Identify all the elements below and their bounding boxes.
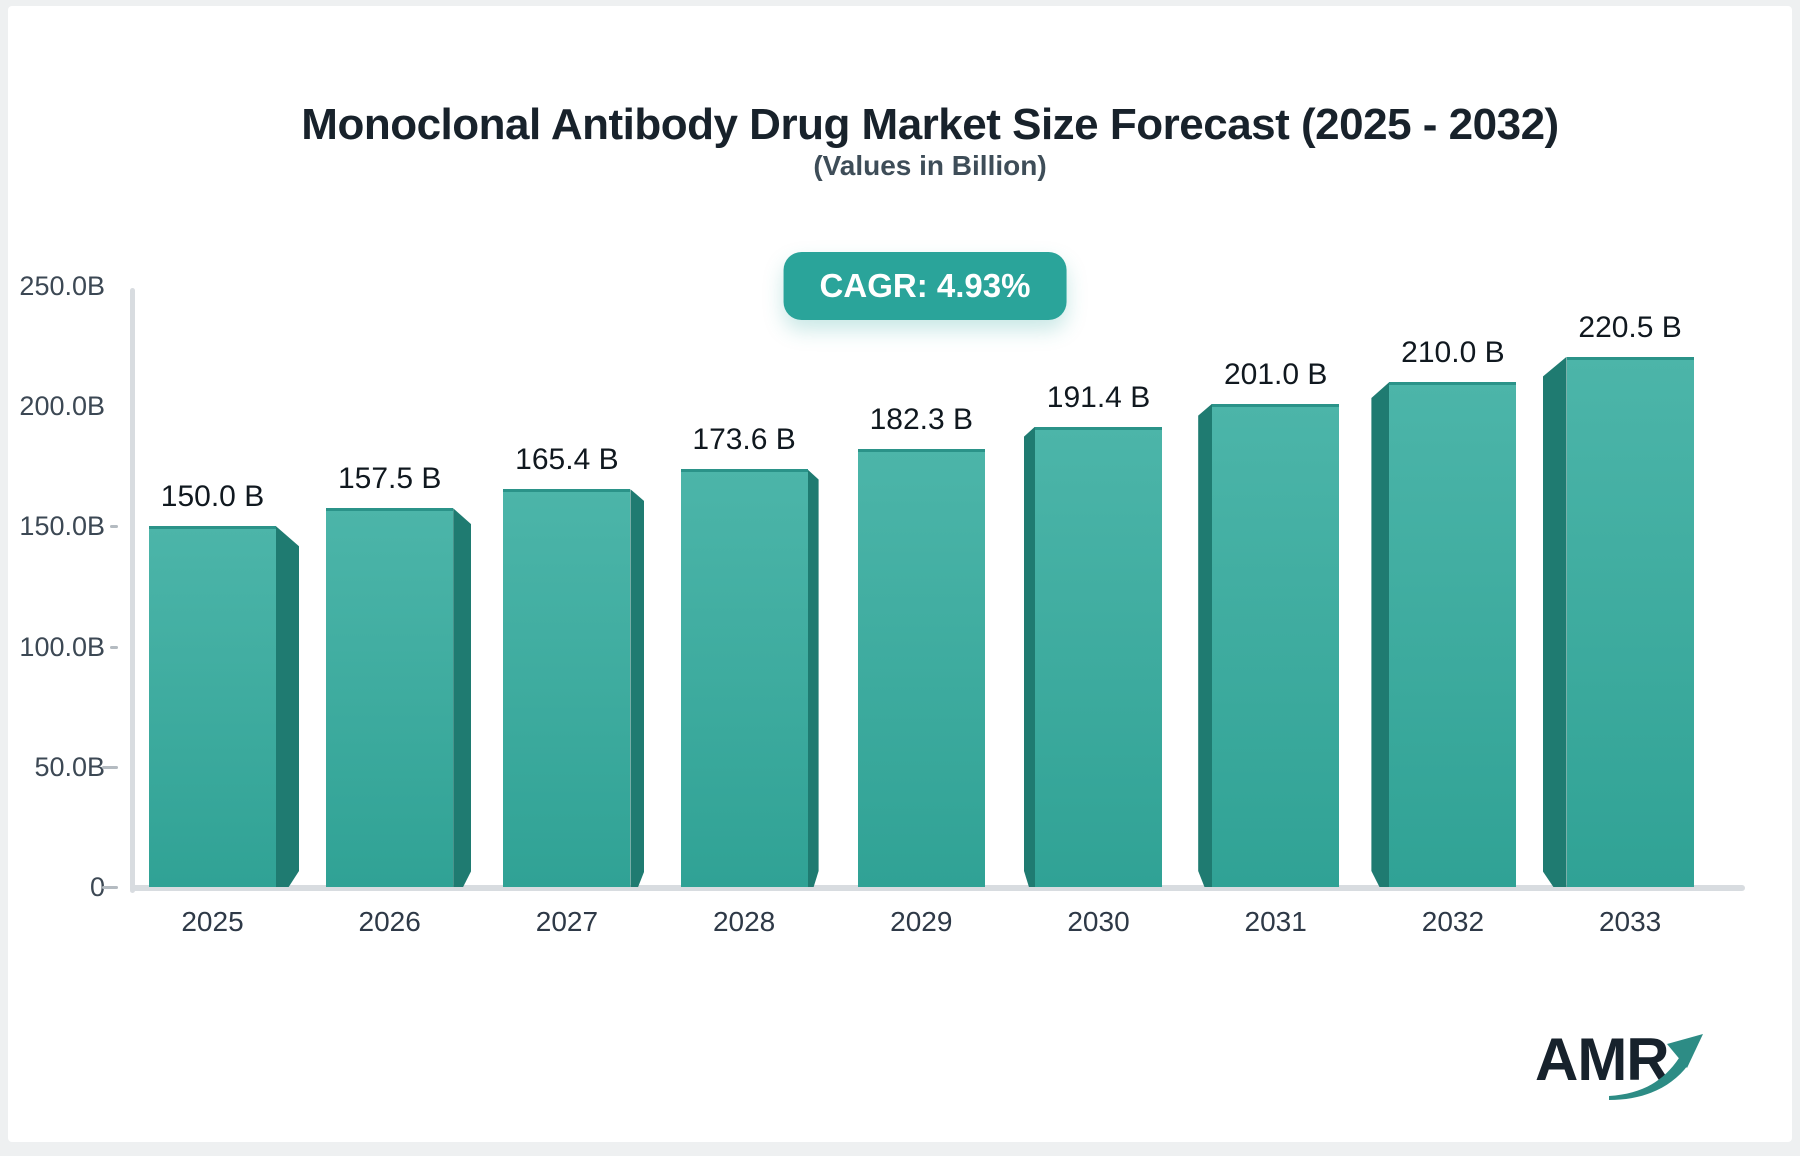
bar-2032 <box>1389 381 1517 887</box>
bar-value-label: 191.4 B <box>1046 380 1151 414</box>
bar-side-3d <box>1024 427 1035 887</box>
y-axis-tick-mark <box>110 525 118 529</box>
x-axis-label-2033: 2033 <box>1598 906 1662 937</box>
y-axis-tick-label: 50.0B <box>34 751 105 782</box>
x-axis-label-2027: 2027 <box>535 906 599 937</box>
y-axis-tick-label: 200.0B <box>19 391 105 421</box>
bar-side-3d <box>630 489 644 887</box>
x-axis-label-2028: 2028 <box>712 906 776 937</box>
bar-2027 <box>503 489 631 887</box>
bar-2028 <box>680 469 808 887</box>
y-axis-tick-mark <box>110 645 118 649</box>
bar-2029 <box>857 448 985 887</box>
bar-side-3d <box>808 469 819 887</box>
bar-value-label: 201.0 B <box>1223 357 1328 391</box>
bar-2033 <box>1566 356 1694 887</box>
chart-subtitle: (Values in Billion) <box>813 150 1047 181</box>
bar-value-label: 157.5 B <box>337 462 442 496</box>
amr-logo-text: AMR <box>1535 1026 1670 1093</box>
bar-value-label: 210.0 B <box>1401 335 1505 369</box>
amr-logo: AMR <box>1535 1028 1735 1128</box>
growth-arrow-icon <box>1609 1034 1703 1100</box>
bar-side-3d <box>1543 357 1567 887</box>
y-axis-tick-label: 100.0B <box>19 631 105 662</box>
bar-2026 <box>326 508 454 887</box>
x-axis-label-2032: 2032 <box>1421 906 1485 937</box>
chart-title: Monoclonal Antibody Drug Market Size For… <box>301 100 1559 149</box>
y-axis-line <box>130 288 135 893</box>
x-axis-label-2026: 2026 <box>358 906 421 937</box>
bar-value-label: 220.5 B <box>1578 310 1682 344</box>
x-axis-line <box>130 885 1745 891</box>
bar-2031 <box>1212 403 1340 887</box>
x-axis-label-2031: 2031 <box>1244 906 1307 937</box>
y-axis-tick-label: 250.0B <box>19 270 105 301</box>
bar-2025 <box>149 526 276 887</box>
y-axis-tick-mark <box>102 765 118 769</box>
x-axis-label-2025: 2025 <box>181 906 244 937</box>
bar-side-3d <box>276 526 299 887</box>
bar-side-3d <box>1371 382 1389 887</box>
bar-side-3d <box>1198 404 1212 887</box>
x-axis-label-2030: 2030 <box>1067 906 1130 937</box>
y-axis-tick-label: 150.0B <box>19 511 105 542</box>
bar-value-label: 150.0 B <box>160 480 265 514</box>
x-axis-label-2029: 2029 <box>890 906 953 937</box>
cagr-badge: CAGR: 4.93% <box>783 252 1067 320</box>
bar-side-3d <box>453 508 471 887</box>
bar-value-label: 182.3 B <box>869 402 974 436</box>
bar-value-label: 173.6 B <box>692 423 796 457</box>
y-axis-tick-label: 0 <box>89 872 105 902</box>
bar-value-label: 165.4 B <box>515 443 619 477</box>
bar-2030 <box>1035 426 1162 887</box>
y-axis-tick-mark <box>102 886 118 889</box>
